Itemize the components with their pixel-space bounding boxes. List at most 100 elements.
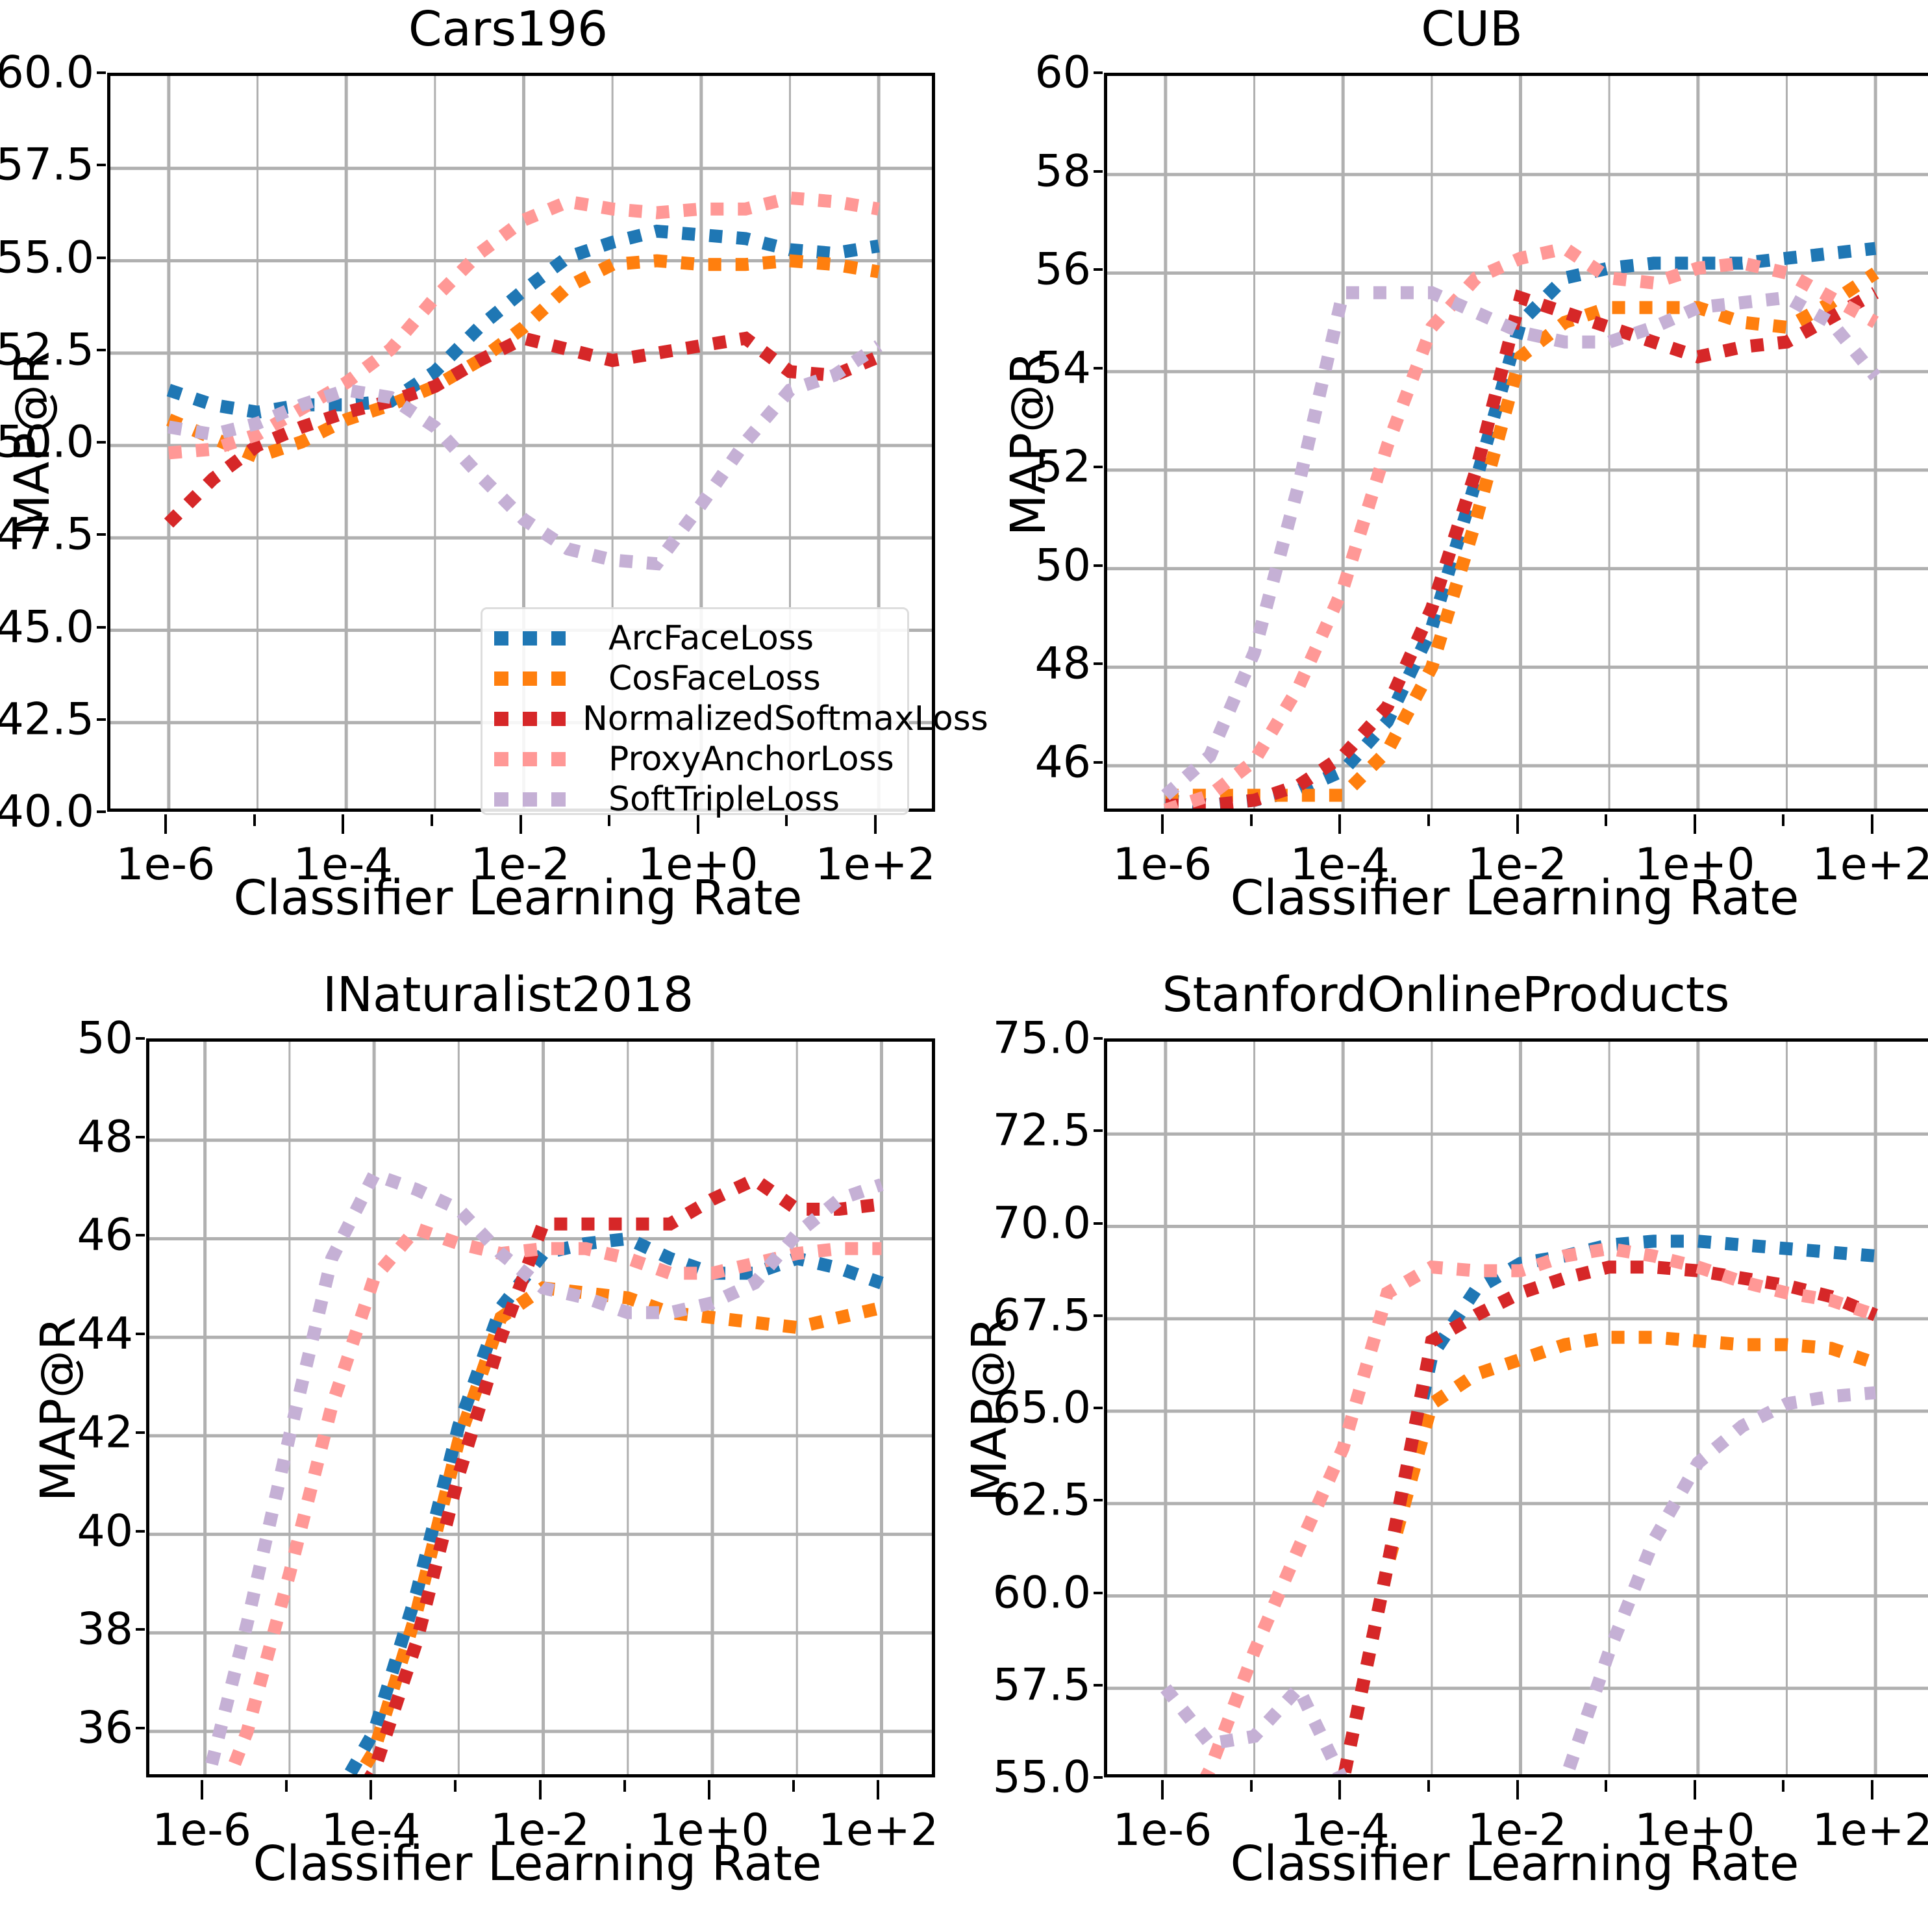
x-tick-label: 1e-4 xyxy=(293,839,393,890)
x-tick-label: 1e-2 xyxy=(490,1805,590,1856)
plot-area xyxy=(1104,1038,1928,1777)
x-axis-label: Classifier Learning Rate xyxy=(233,870,803,926)
y-tick-mark xyxy=(97,533,106,536)
x-tick-label: 1e-6 xyxy=(116,839,216,890)
series-line-arcfaceloss xyxy=(1338,1235,1876,1774)
x-tick-label: 1e-4 xyxy=(1290,839,1390,890)
x-tick-mark xyxy=(1871,814,1874,834)
x-tick-label: 1e+0 xyxy=(1634,839,1755,890)
x-tick-label: 1e+0 xyxy=(649,1805,770,1856)
legend-dash-icon xyxy=(551,792,566,807)
y-tick-mark xyxy=(1094,662,1103,666)
series-line-softtripleloss xyxy=(202,1166,884,1774)
y-tick-mark xyxy=(136,1628,145,1631)
x-tick-label: 1e-6 xyxy=(1112,1805,1212,1856)
x-tick-label: 1e+2 xyxy=(1812,839,1928,890)
x-axis-label: Classifier Learning Rate xyxy=(253,1836,822,1892)
legend-dash-icon xyxy=(523,712,537,726)
y-tick-label: 70.0 xyxy=(992,1198,1091,1249)
y-tick-mark xyxy=(1094,1499,1103,1502)
series-line-cosfaceloss xyxy=(166,254,880,464)
y-tick-label: 58 xyxy=(1034,145,1091,197)
y-tick-label: 54 xyxy=(1034,342,1091,394)
y-tick-mark xyxy=(1094,367,1103,370)
x-axis-label: Classifier Learning Rate xyxy=(1230,870,1799,926)
plot-canvas xyxy=(1107,76,1928,809)
legend-color-swatch xyxy=(494,671,592,686)
legend-color-swatch xyxy=(494,752,592,766)
subplot-stanfordonlineproducts: StanfordOnlineProducts MAP@R Classifier … xyxy=(962,966,1928,1932)
y-tick-mark xyxy=(97,348,106,351)
x-tick-mark xyxy=(519,814,522,834)
y-tick-mark xyxy=(97,441,106,444)
x-tick-mark xyxy=(623,1780,626,1792)
legend-item[interactable]: SoftTripleLoss xyxy=(494,779,895,820)
legend-dash-icon xyxy=(523,752,537,766)
y-tick-label: 42 xyxy=(77,1407,133,1459)
y-tick-mark xyxy=(1094,564,1103,567)
y-tick-label: 48 xyxy=(1034,638,1091,690)
y-tick-mark xyxy=(136,1333,145,1336)
y-tick-label: 36 xyxy=(77,1702,133,1754)
y-tick-mark xyxy=(97,625,106,629)
y-tick-mark xyxy=(1094,1222,1103,1225)
x-tick-mark xyxy=(874,814,877,834)
legend-item[interactable]: NormalizedSoftmaxLoss xyxy=(494,699,988,739)
y-tick-label: 48 xyxy=(77,1111,133,1163)
x-tick-mark xyxy=(1693,814,1696,834)
y-tick-label: 52 xyxy=(1034,441,1091,493)
legend-dash-icon xyxy=(523,671,537,686)
legend-dash-icon xyxy=(551,631,566,646)
legend-label: CosFaceLoss xyxy=(608,659,821,698)
x-tick-label: 1e-2 xyxy=(471,839,570,890)
y-tick-label: 46 xyxy=(1034,736,1091,788)
y-tick-label: 72.5 xyxy=(992,1105,1091,1157)
series-line-normalizedsoftmaxloss xyxy=(1165,287,1879,809)
plot-canvas xyxy=(149,1042,932,1774)
x-tick-mark xyxy=(1249,814,1253,826)
series-line-proxyanchorloss xyxy=(1200,1242,1878,1774)
legend: ArcFaceLoss CosFaceLoss NormalizedSoftmaxL… xyxy=(481,607,988,819)
y-tick-mark xyxy=(136,1135,145,1138)
x-tick-mark xyxy=(792,1780,795,1792)
x-tick-mark xyxy=(708,1780,710,1800)
x-tick-mark xyxy=(1605,814,1608,826)
x-tick-mark xyxy=(608,814,611,826)
y-tick-mark xyxy=(1094,1683,1103,1687)
x-axis-label: Classifier Learning Rate xyxy=(1230,1836,1799,1892)
y-tick-label: 65.0 xyxy=(992,1382,1091,1434)
legend-dash-icon xyxy=(494,712,508,726)
x-tick-mark xyxy=(1516,1780,1519,1800)
y-tick-mark xyxy=(1094,1314,1103,1317)
y-tick-label: 67.5 xyxy=(992,1290,1091,1342)
x-tick-mark xyxy=(430,814,433,826)
legend-label: ArcFaceLoss xyxy=(608,619,814,658)
x-tick-mark xyxy=(538,1780,542,1800)
x-tick-mark xyxy=(696,814,699,834)
x-tick-label: 1e-4 xyxy=(321,1805,421,1856)
legend-item[interactable]: ProxyAnchorLoss xyxy=(494,739,895,779)
y-tick-label: 46 xyxy=(77,1209,133,1261)
legend-item[interactable]: ArcFaceLoss xyxy=(494,618,895,659)
x-tick-label: 1e+0 xyxy=(638,839,758,890)
y-tick-mark xyxy=(97,718,106,721)
legend-dash-icon xyxy=(494,671,508,686)
legend-dash-icon xyxy=(494,792,508,807)
subplot-title: INaturalist2018 xyxy=(322,967,694,1023)
series-line-arcfaceloss xyxy=(342,1232,884,1774)
subplot-cars196: Cars196 MAP@R Classifier Learning Rate 4… xyxy=(0,0,988,966)
y-tick-label: 60.0 xyxy=(992,1567,1091,1618)
y-tick-mark xyxy=(136,1529,145,1533)
y-tick-mark xyxy=(97,164,106,167)
legend-dash-icon xyxy=(494,631,508,646)
y-tick-mark xyxy=(136,1727,145,1730)
x-tick-mark xyxy=(1427,814,1430,826)
series-line-arcfaceloss xyxy=(166,224,880,419)
series-line-proxyanchorloss xyxy=(1163,241,1879,809)
x-tick-mark xyxy=(1605,1780,1608,1792)
y-tick-label: 52.5 xyxy=(0,324,94,376)
x-tick-mark xyxy=(1782,1780,1785,1792)
legend-item[interactable]: CosFaceLoss xyxy=(494,659,895,699)
legend-dash-icon xyxy=(523,792,537,807)
